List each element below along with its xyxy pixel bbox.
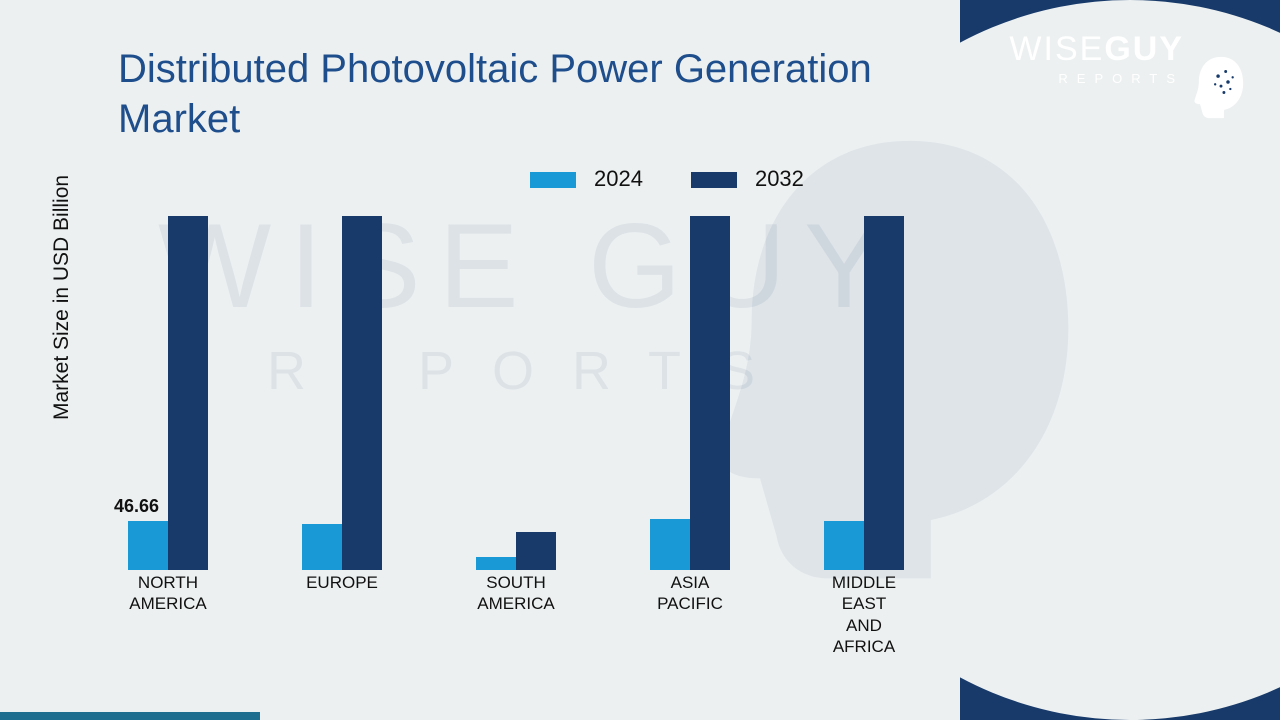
chart-area: Market Size in USD Billion 2024 2032 46.…: [60, 160, 950, 700]
legend-item-2024: 2024: [530, 166, 643, 192]
bottom-accent-strip: [0, 712, 260, 720]
bar: [690, 216, 730, 570]
x-axis-category-label: NORTHAMERICA: [98, 572, 238, 615]
legend-swatch-2032: [691, 172, 737, 188]
logo-wise: WISE: [1009, 30, 1104, 68]
legend-label-2032: 2032: [755, 166, 804, 191]
bar: [476, 557, 516, 570]
brand-logo: WISEGUY REPORTS: [1009, 30, 1252, 86]
legend-swatch-2024: [530, 172, 576, 188]
legend-label-2024: 2024: [594, 166, 643, 191]
legend: 2024 2032: [530, 166, 804, 192]
plot-region: 46.66: [122, 200, 942, 570]
bar: [128, 521, 168, 570]
bar: [650, 519, 690, 570]
bar: [302, 524, 342, 571]
x-axis-category-label: ASIAPACIFIC: [620, 572, 760, 615]
head-profile-icon: [1190, 54, 1252, 124]
logo-guy: GUY: [1104, 30, 1184, 68]
legend-item-2032: 2032: [691, 166, 804, 192]
x-axis-category-label: EUROPE: [272, 572, 412, 593]
x-axis-category-label: MIDDLEEASTANDAFRICA: [794, 572, 934, 657]
y-axis-label: Market Size in USD Billion: [50, 175, 74, 420]
bar: [824, 521, 864, 570]
bar: [168, 216, 208, 570]
bar: [516, 532, 556, 570]
bar: [864, 216, 904, 570]
page: WISE GUY REPORTS WISEGUY REPORTS Distrib…: [0, 0, 1280, 720]
bar: [342, 216, 382, 570]
x-axis-category-label: SOUTHAMERICA: [446, 572, 586, 615]
chart-title: Distributed Photovoltaic Power Generatio…: [118, 44, 878, 144]
bar-value-label: 46.66: [114, 496, 159, 517]
